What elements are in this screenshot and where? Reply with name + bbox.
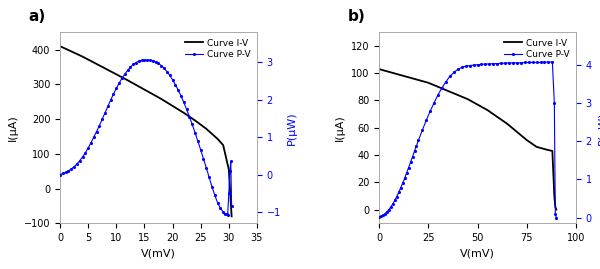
Curve I-V (180, 111, 187, 114)
Curve P-V (228, 205, 235, 208)
Curve I-V (56, 45, 64, 48)
Curve I-V (425, 81, 432, 84)
Curve I-V (553, 208, 560, 211)
Text: b): b) (347, 9, 365, 24)
Curve I-V (158, 97, 165, 101)
Curve I-V (146, 91, 154, 94)
Curve I-V (454, 93, 461, 97)
Curve I-V (191, 119, 199, 122)
Curve I-V (552, 205, 559, 208)
Curve I-V (214, 137, 221, 140)
Curve I-V (203, 127, 210, 130)
Curve I-V (169, 104, 176, 108)
Curve I-V (445, 89, 452, 93)
Curve I-V (503, 122, 511, 125)
Line: Curve I-V: Curve I-V (60, 46, 232, 216)
Y-axis label: P(μW): P(μW) (598, 111, 600, 145)
Curve I-V (101, 67, 109, 70)
Curve P-V (203, 166, 210, 169)
Y-axis label: I(μA): I(μA) (335, 114, 345, 141)
Curve P-V (138, 59, 145, 62)
Curve I-V (376, 68, 383, 71)
Curve P-V (541, 61, 548, 64)
Curve I-V (494, 115, 501, 118)
Curve P-V (401, 176, 408, 180)
Y-axis label: I(μA): I(μA) (8, 114, 18, 141)
Curve I-V (464, 98, 471, 101)
Curve I-V (533, 145, 540, 148)
Curve I-V (113, 73, 120, 76)
Line: Curve P-V: Curve P-V (58, 58, 233, 216)
Curve I-V (90, 61, 97, 64)
Curve P-V (113, 87, 120, 90)
Text: a): a) (28, 9, 46, 24)
Curve I-V (135, 85, 142, 88)
Curve I-V (474, 103, 481, 106)
Curve I-V (405, 76, 412, 79)
Curve I-V (484, 108, 491, 112)
Curve I-V (124, 79, 131, 82)
Y-axis label: P(μW): P(μW) (286, 111, 296, 145)
Curve I-V (549, 149, 556, 153)
X-axis label: V(mV): V(mV) (460, 249, 495, 259)
Curve P-V (70, 165, 77, 168)
Curve I-V (68, 50, 75, 53)
Curve I-V (415, 79, 422, 82)
Curve I-V (79, 55, 86, 58)
Curve I-V (434, 85, 442, 89)
Curve P-V (141, 58, 148, 62)
Curve I-V (385, 70, 392, 73)
Legend: Curve I-V, Curve P-V: Curve I-V, Curve P-V (503, 37, 571, 61)
Curve P-V (376, 215, 383, 219)
Curve P-V (135, 59, 142, 63)
Curve I-V (523, 139, 530, 142)
Legend: Curve I-V, Curve P-V: Curve I-V, Curve P-V (184, 37, 253, 61)
Curve P-V (403, 171, 410, 175)
Curve I-V (225, 168, 232, 171)
Curve P-V (101, 111, 109, 114)
Curve P-V (486, 62, 493, 66)
Curve I-V (220, 144, 227, 147)
Curve I-V (228, 215, 235, 218)
Curve I-V (395, 73, 403, 76)
Curve P-V (525, 61, 532, 64)
Curve P-V (224, 213, 231, 216)
X-axis label: V(mV): V(mV) (141, 249, 176, 259)
Curve P-V (56, 173, 64, 176)
Curve I-V (551, 194, 558, 198)
Curve I-V (543, 148, 550, 151)
Line: Curve P-V: Curve P-V (377, 60, 558, 219)
Curve I-V (514, 130, 521, 133)
Curve P-V (551, 101, 558, 105)
Curve P-V (502, 62, 509, 65)
Line: Curve I-V: Curve I-V (379, 69, 556, 210)
Curve P-V (553, 216, 560, 219)
